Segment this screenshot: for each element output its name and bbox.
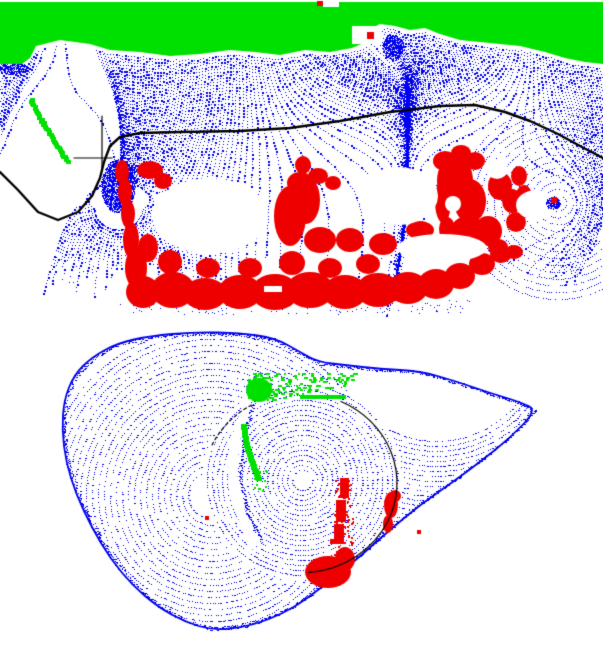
parameterization-streamline-panel [0, 0, 603, 322]
surface-3d-streamline-panel [0, 322, 603, 645]
